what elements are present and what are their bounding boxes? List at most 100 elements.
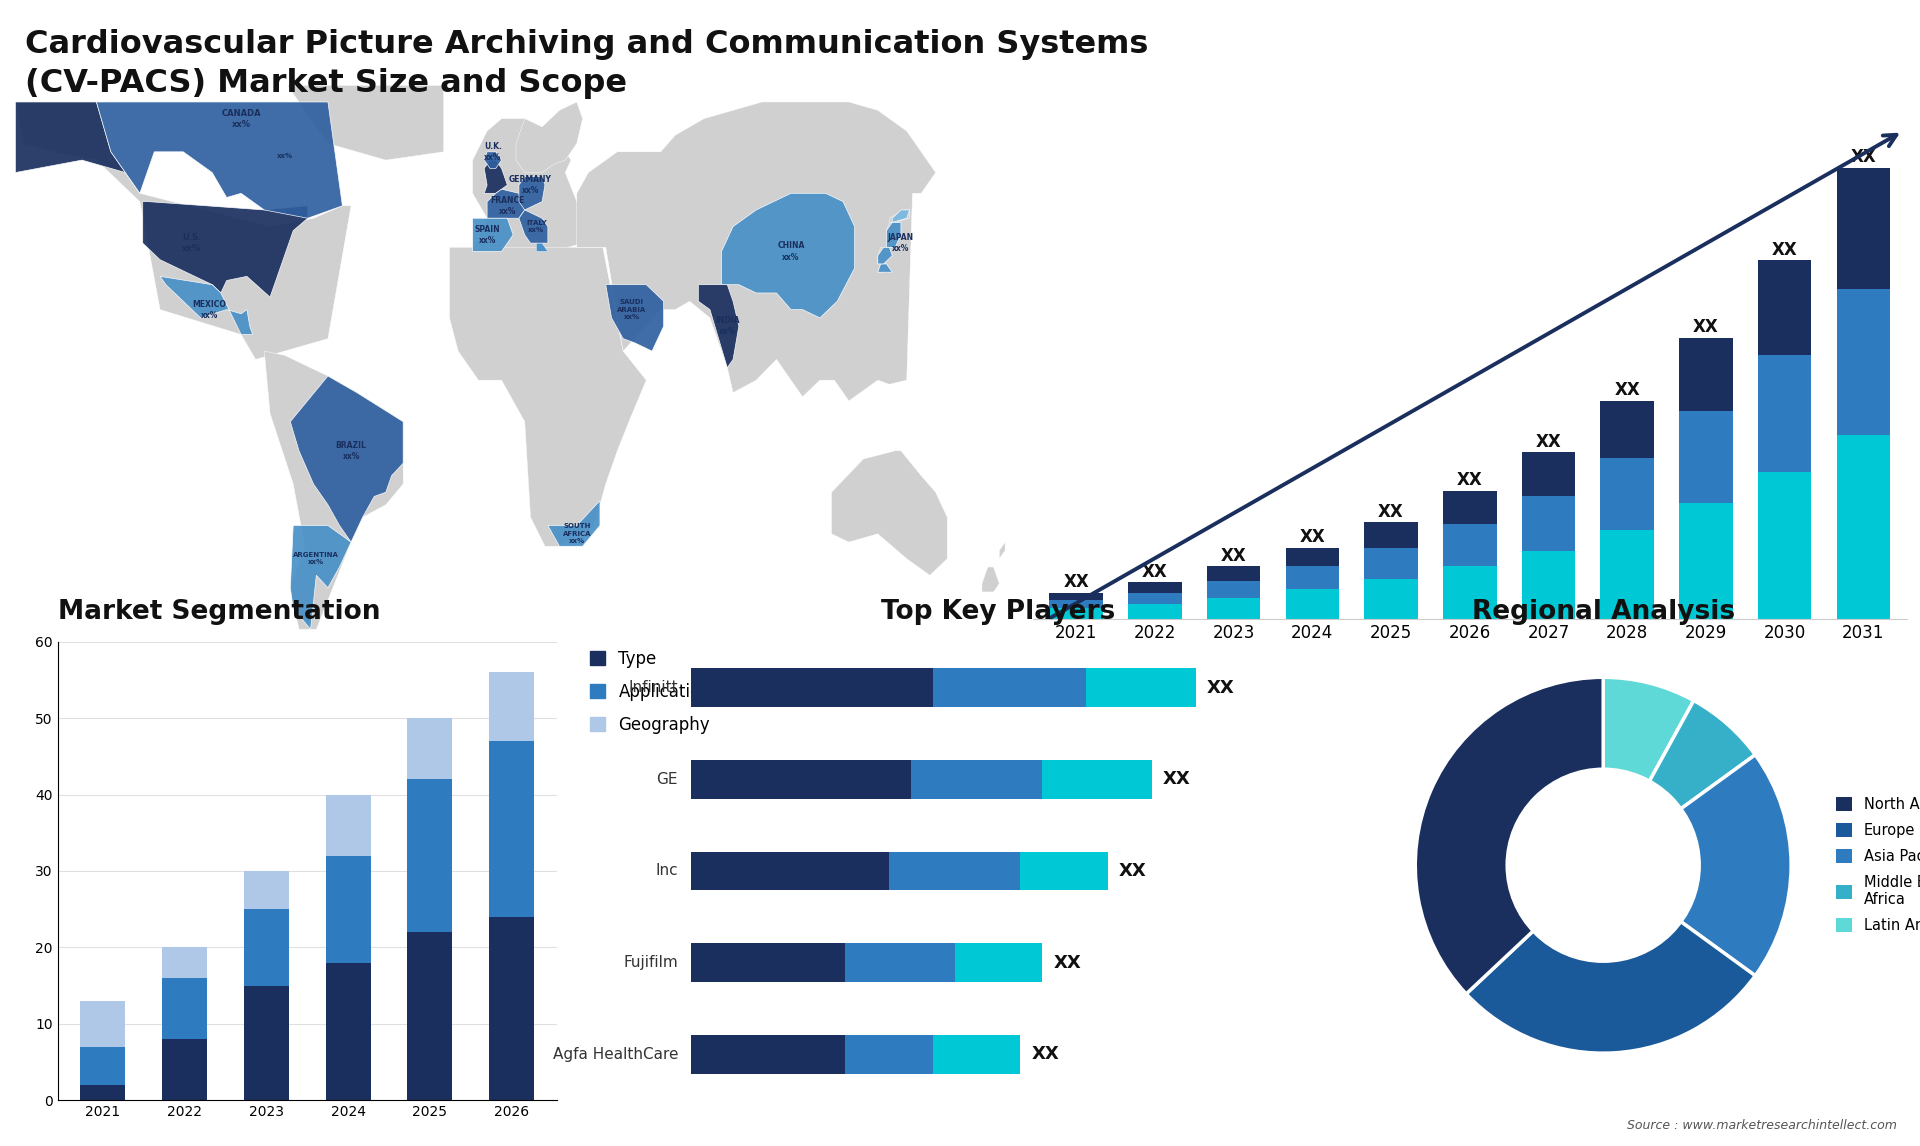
Bar — [407, 779, 453, 932]
Bar — [81, 1046, 125, 1085]
Bar — [1759, 354, 1811, 472]
Polygon shape — [605, 284, 664, 351]
Text: XX: XX — [1142, 563, 1167, 581]
Text: Market Segmentation: Market Segmentation — [58, 598, 380, 625]
Text: XX: XX — [1064, 573, 1089, 591]
Text: Inc: Inc — [655, 863, 678, 879]
Text: Regional Analysis: Regional Analysis — [1471, 598, 1736, 625]
Bar — [1680, 411, 1732, 503]
Text: XX: XX — [1693, 319, 1718, 336]
Polygon shape — [887, 222, 899, 248]
Polygon shape — [516, 102, 582, 173]
Bar — [161, 948, 207, 978]
Text: INDIA
xx%: INDIA xx% — [714, 316, 739, 336]
Bar — [691, 668, 933, 707]
Text: XX: XX — [1851, 148, 1876, 166]
Bar — [490, 741, 534, 917]
Bar — [933, 1035, 1020, 1074]
Bar — [490, 917, 534, 1100]
Bar — [326, 794, 371, 856]
Bar — [1208, 598, 1260, 619]
Bar — [691, 760, 910, 799]
Bar — [1050, 609, 1102, 619]
Polygon shape — [290, 376, 403, 542]
Bar — [1837, 289, 1889, 435]
Polygon shape — [887, 222, 900, 248]
Text: XX: XX — [1164, 770, 1190, 788]
Bar — [1444, 566, 1496, 619]
Text: MEXICO
xx%: MEXICO xx% — [192, 299, 227, 320]
Bar — [1523, 551, 1574, 619]
Text: Agfa HealthCare: Agfa HealthCare — [553, 1046, 678, 1062]
Bar — [1365, 548, 1417, 579]
Bar — [1129, 582, 1181, 592]
Bar — [1365, 523, 1417, 548]
Text: Cardiovascular Picture Archiving and Communication Systems
(CV-PACS) Market Size: Cardiovascular Picture Archiving and Com… — [25, 29, 1148, 99]
Circle shape — [1505, 768, 1701, 963]
Bar — [1020, 851, 1108, 890]
Text: XX: XX — [1772, 241, 1797, 259]
Wedge shape — [1603, 677, 1693, 865]
Legend: Type, Application, Geography: Type, Application, Geography — [589, 650, 710, 735]
Text: U.K.
xx%: U.K. xx% — [484, 142, 501, 162]
Bar — [1444, 525, 1496, 566]
Bar — [691, 1035, 845, 1074]
Polygon shape — [981, 567, 998, 592]
Text: XX: XX — [1054, 953, 1081, 972]
Polygon shape — [265, 351, 403, 629]
Polygon shape — [536, 243, 547, 251]
Bar — [1601, 458, 1653, 529]
Bar — [326, 856, 371, 963]
Text: MARKET
RESEARCH
INTELLECT: MARKET RESEARCH INTELLECT — [1824, 45, 1878, 78]
Bar — [161, 1039, 207, 1100]
Polygon shape — [831, 450, 947, 575]
Text: GERMANY
xx%: GERMANY xx% — [509, 175, 551, 195]
Text: BRAZIL
xx%: BRAZIL xx% — [336, 441, 367, 461]
Bar — [1208, 581, 1260, 598]
Bar — [1129, 604, 1181, 619]
Polygon shape — [893, 210, 910, 222]
Bar — [1087, 668, 1196, 707]
Bar — [1129, 592, 1181, 604]
Polygon shape — [159, 276, 253, 335]
Bar — [1680, 503, 1732, 619]
Bar — [1601, 529, 1653, 619]
Bar — [1523, 496, 1574, 551]
Polygon shape — [722, 194, 854, 317]
Bar — [889, 851, 1020, 890]
Text: CANADA
xx%: CANADA xx% — [221, 109, 261, 128]
Text: JAPAN
xx%: JAPAN xx% — [887, 233, 914, 253]
Bar — [1286, 566, 1338, 589]
Bar — [933, 668, 1087, 707]
Polygon shape — [998, 542, 1004, 559]
Bar — [1050, 601, 1102, 609]
Bar — [1444, 490, 1496, 525]
Bar — [407, 719, 453, 779]
Polygon shape — [877, 264, 893, 273]
Polygon shape — [142, 202, 307, 297]
Bar — [954, 943, 1043, 982]
Bar — [1286, 589, 1338, 619]
Bar — [1837, 168, 1889, 289]
Polygon shape — [576, 102, 935, 401]
Text: XX: XX — [1536, 432, 1561, 450]
Text: GE: GE — [657, 771, 678, 787]
Wedge shape — [1603, 700, 1755, 865]
Text: XX: XX — [1208, 678, 1235, 697]
Bar — [326, 963, 371, 1100]
Text: XX: XX — [1615, 382, 1640, 399]
Polygon shape — [472, 118, 605, 256]
Polygon shape — [488, 189, 524, 218]
Bar — [691, 851, 889, 890]
Polygon shape — [699, 284, 739, 368]
Polygon shape — [15, 102, 140, 194]
Bar — [244, 871, 288, 909]
Text: XX: XX — [1379, 503, 1404, 520]
Bar — [1759, 472, 1811, 619]
Text: XX: XX — [1457, 471, 1482, 489]
Bar — [244, 986, 288, 1100]
Bar — [81, 1000, 125, 1046]
Bar — [1286, 548, 1338, 566]
Text: xx%: xx% — [276, 146, 292, 158]
Text: ARGENTINA
xx%: ARGENTINA xx% — [294, 552, 340, 565]
